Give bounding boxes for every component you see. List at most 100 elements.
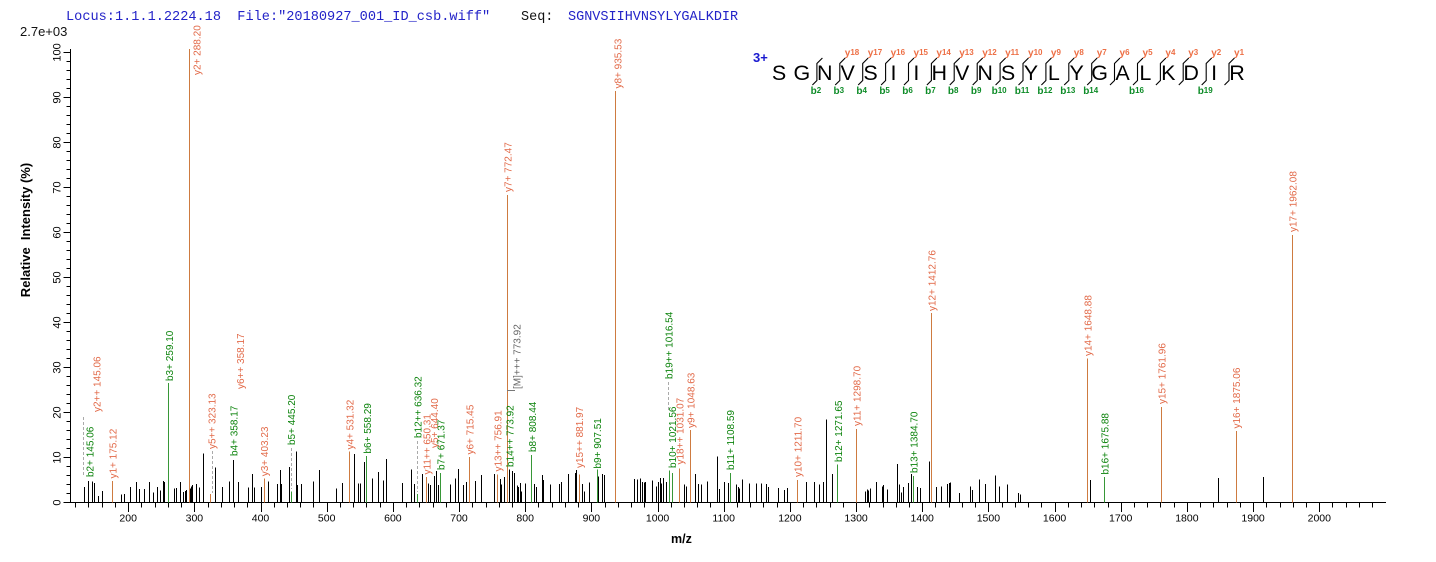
svg-text:I: I — [1211, 61, 1217, 85]
svg-text:b8+ 808.44: b8+ 808.44 — [528, 401, 539, 452]
svg-text:y8+ 935.53: y8+ 935.53 — [614, 38, 625, 88]
svg-text:y4+ 531.32: y4+ 531.32 — [346, 399, 357, 449]
svg-text:y10+ 1211.70: y10+ 1211.70 — [794, 416, 805, 477]
svg-text:y3+ 403.23: y3+ 403.23 — [260, 426, 271, 476]
svg-text:Y: Y — [1070, 61, 1084, 85]
svg-text:y18++ 1031.07: y18++ 1031.07 — [676, 397, 687, 464]
svg-text:D: D — [1183, 61, 1199, 85]
svg-text:G: G — [794, 61, 811, 85]
svg-text:b12+ 1271.65: b12+ 1271.65 — [834, 400, 845, 462]
svg-text:y15: y15 — [914, 48, 929, 59]
svg-text:y1+ 175.12: y1+ 175.12 — [108, 428, 119, 478]
svg-text:1200: 1200 — [778, 513, 802, 525]
svg-text:y7: y7 — [1097, 48, 1108, 59]
svg-text:Locus:1.1.1.2224.18 File:"201: Locus:1.1.1.2224.18 File:"20180927_001_I… — [66, 10, 490, 25]
svg-text:N: N — [977, 61, 993, 85]
svg-text:0: 0 — [52, 499, 64, 505]
svg-text:y15++ 881.97: y15++ 881.97 — [575, 406, 586, 468]
svg-text:1600: 1600 — [1043, 513, 1067, 525]
svg-text:b14++ 773.92: b14++ 773.92 — [506, 405, 517, 467]
svg-text:b19++ 1016.54: b19++ 1016.54 — [665, 311, 676, 379]
svg-text:1100: 1100 — [712, 513, 735, 525]
svg-text:R: R — [1229, 61, 1245, 85]
svg-text:b13+ 1384.70: b13+ 1384.70 — [910, 411, 921, 473]
svg-text:b5: b5 — [879, 86, 890, 97]
svg-text:500: 500 — [318, 513, 336, 525]
svg-text:1900: 1900 — [1241, 513, 1265, 525]
svg-text:b9: b9 — [971, 86, 982, 97]
svg-text:b3+ 259.10: b3+ 259.10 — [165, 330, 176, 381]
svg-text:y5++ 323.13: y5++ 323.13 — [208, 393, 219, 449]
svg-text:900: 900 — [583, 513, 601, 525]
svg-text:b12++ 636.32: b12++ 636.32 — [414, 376, 425, 438]
svg-text:Y: Y — [1024, 61, 1038, 85]
svg-text:b12: b12 — [1037, 86, 1053, 97]
svg-text:400: 400 — [252, 513, 270, 525]
svg-text:b10: b10 — [992, 86, 1008, 97]
svg-text:1700: 1700 — [1109, 513, 1133, 525]
svg-text:Relative Intensity (%): Relative Intensity (%) — [18, 163, 33, 297]
svg-text:700: 700 — [450, 513, 468, 525]
svg-text:y1: y1 — [1234, 48, 1245, 59]
svg-text:b2+ 145.06: b2+ 145.06 — [86, 426, 97, 477]
svg-text:y17: y17 — [868, 48, 883, 59]
svg-text:y13++ 756.91: y13++ 756.91 — [493, 410, 504, 472]
svg-text:y2+ 288.20: y2+ 288.20 — [193, 25, 204, 75]
svg-text:A: A — [1115, 61, 1130, 85]
svg-text:y11+ 1298.70: y11+ 1298.70 — [853, 365, 864, 426]
svg-text:30: 30 — [52, 361, 64, 373]
svg-text:300: 300 — [186, 513, 204, 525]
svg-text:y18: y18 — [845, 48, 860, 59]
svg-text:y6+ 715.45: y6+ 715.45 — [465, 404, 476, 454]
svg-text:b5+ 445.20: b5+ 445.20 — [287, 394, 298, 445]
svg-text:b19: b19 — [1198, 86, 1214, 97]
svg-text:V: V — [841, 61, 856, 85]
svg-text:y14+ 1648.88: y14+ 1648.88 — [1084, 295, 1095, 356]
svg-text:b10+ 1021.56: b10+ 1021.56 — [668, 406, 679, 468]
svg-text:N: N — [817, 61, 833, 85]
svg-text:90: 90 — [52, 91, 64, 103]
svg-text:y15+ 1761.96: y15+ 1761.96 — [1158, 343, 1169, 404]
svg-text:K: K — [1161, 61, 1176, 85]
svg-text:I: I — [891, 61, 897, 85]
svg-text:b4+ 358.17: b4+ 358.17 — [230, 405, 241, 456]
svg-text:G: G — [1091, 61, 1108, 85]
svg-text:70: 70 — [52, 181, 64, 193]
svg-text:b8: b8 — [948, 86, 959, 97]
svg-text:60: 60 — [52, 226, 64, 238]
svg-text:1400: 1400 — [911, 513, 935, 525]
svg-text:y11++ 650.31: y11++ 650.31 — [422, 414, 433, 475]
svg-text:I: I — [913, 61, 919, 85]
svg-text:b16: b16 — [1129, 86, 1145, 97]
svg-text:b11+ 1108.59: b11+ 1108.59 — [726, 410, 737, 470]
svg-text:y2++ 145.06: y2++ 145.06 — [93, 356, 104, 412]
svg-text:20: 20 — [52, 406, 64, 418]
svg-text:y7+ 772.47: y7+ 772.47 — [504, 142, 515, 192]
svg-text:1800: 1800 — [1175, 513, 1199, 525]
svg-text:b2: b2 — [811, 86, 822, 97]
svg-text:b4: b4 — [856, 86, 867, 97]
svg-text:1500: 1500 — [977, 513, 1001, 525]
svg-text:Seq:: Seq: — [521, 10, 553, 25]
svg-text:y8: y8 — [1074, 48, 1085, 59]
svg-text:y10: y10 — [1028, 48, 1043, 59]
svg-text:80: 80 — [52, 136, 64, 148]
svg-text:V: V — [955, 61, 970, 85]
svg-text:b7+ 671.37: b7+ 671.37 — [437, 419, 448, 470]
svg-text:y14: y14 — [936, 48, 951, 59]
svg-text:y9: y9 — [1051, 48, 1062, 59]
svg-text:b11: b11 — [1015, 86, 1030, 97]
svg-text:100: 100 — [52, 43, 64, 61]
svg-text:y6: y6 — [1120, 48, 1131, 59]
svg-text:[M]+++ 773.92: [M]+++ 773.92 — [513, 324, 524, 389]
svg-text:L: L — [1139, 61, 1151, 85]
svg-text:b16+ 1675.88: b16+ 1675.88 — [1101, 413, 1112, 475]
svg-text:L: L — [1048, 61, 1060, 85]
svg-text:2.7e+03: 2.7e+03 — [20, 24, 67, 39]
svg-text:y4: y4 — [1165, 48, 1176, 59]
svg-text:m/z: m/z — [671, 532, 692, 546]
svg-text:40: 40 — [52, 316, 64, 328]
svg-text:y16+ 1875.06: y16+ 1875.06 — [1232, 367, 1243, 428]
svg-text:b7: b7 — [925, 86, 936, 97]
svg-text:2000: 2000 — [1308, 513, 1332, 525]
